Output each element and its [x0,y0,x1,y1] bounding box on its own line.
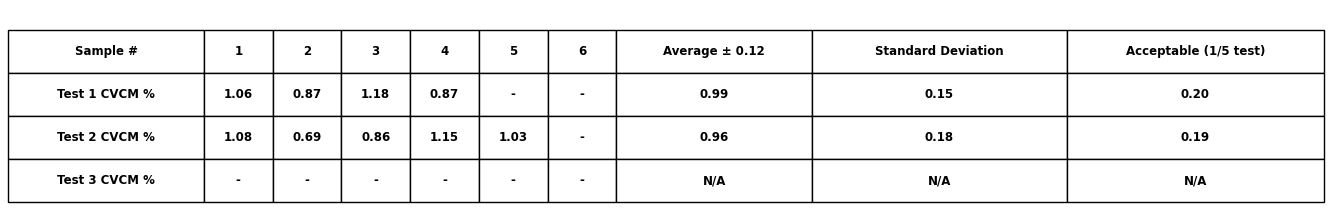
Text: N/A: N/A [928,174,951,187]
Bar [8,30,204,73]
Bar [204,73,273,116]
Text: N/A: N/A [702,174,726,187]
Text: 0.99: 0.99 [699,88,729,101]
Text: Test 1 CVCM %: Test 1 CVCM % [57,88,155,101]
Text: -: - [305,174,309,187]
Bar [547,159,617,202]
Text: 0.19: 0.19 [1180,131,1209,144]
Bar [617,73,813,116]
Text: 1.03: 1.03 [498,131,527,144]
Bar [813,159,1067,202]
Bar [478,116,547,159]
Bar [478,159,547,202]
Bar [204,116,273,159]
Text: -: - [373,174,378,187]
Bar [547,116,617,159]
Text: 2: 2 [302,45,312,58]
Text: Test 3 CVCM %: Test 3 CVCM % [57,174,155,187]
Text: N/A: N/A [1184,174,1207,187]
Text: 1.08: 1.08 [224,131,253,144]
Text: 0.18: 0.18 [924,131,954,144]
Text: 3: 3 [372,45,380,58]
Text: -: - [510,174,515,187]
Text: 6: 6 [578,45,586,58]
Bar [1067,159,1324,202]
Bar [273,73,341,116]
Bar [341,73,410,116]
Text: 4: 4 [441,45,449,58]
Text: -: - [579,88,585,101]
Text: -: - [442,174,448,187]
Bar [1067,116,1324,159]
Text: Sample #: Sample # [75,45,137,58]
Text: Test 2 CVCM %: Test 2 CVCM % [57,131,155,144]
Text: Standard Deviation: Standard Deviation [875,45,1004,58]
Bar [617,116,813,159]
Bar [410,30,478,73]
Bar [478,30,547,73]
Bar [273,30,341,73]
Text: 1.15: 1.15 [430,131,460,144]
Bar [8,73,204,116]
Bar [341,116,410,159]
Bar [204,30,273,73]
Text: 0.86: 0.86 [361,131,390,144]
Bar [1067,73,1324,116]
Bar [617,30,813,73]
Bar [8,159,204,202]
Bar [617,159,813,202]
Bar [341,159,410,202]
Text: -: - [510,88,515,101]
Bar [410,73,478,116]
Bar [1067,30,1324,73]
Text: 1: 1 [234,45,242,58]
Text: Acceptable (1/5 test): Acceptable (1/5 test) [1126,45,1265,58]
Text: 0.96: 0.96 [699,131,729,144]
Text: 0.20: 0.20 [1181,88,1209,101]
Text: 0.87: 0.87 [430,88,460,101]
Bar [813,30,1067,73]
Bar [8,116,204,159]
Bar [813,116,1067,159]
Text: 0.69: 0.69 [293,131,321,144]
Bar [547,73,617,116]
Text: 0.15: 0.15 [924,88,954,101]
Text: -: - [236,174,241,187]
Text: 5: 5 [509,45,517,58]
Text: 1.18: 1.18 [361,88,390,101]
Bar [813,73,1067,116]
Bar [410,116,478,159]
Bar [341,30,410,73]
Text: 0.87: 0.87 [293,88,321,101]
Bar [273,159,341,202]
Text: Average ± 0.12: Average ± 0.12 [663,45,765,58]
Bar [478,73,547,116]
Bar [547,30,617,73]
Text: -: - [579,174,585,187]
Bar [410,159,478,202]
Bar [204,159,273,202]
Text: -: - [579,131,585,144]
Text: 1.06: 1.06 [224,88,253,101]
Bar [273,116,341,159]
